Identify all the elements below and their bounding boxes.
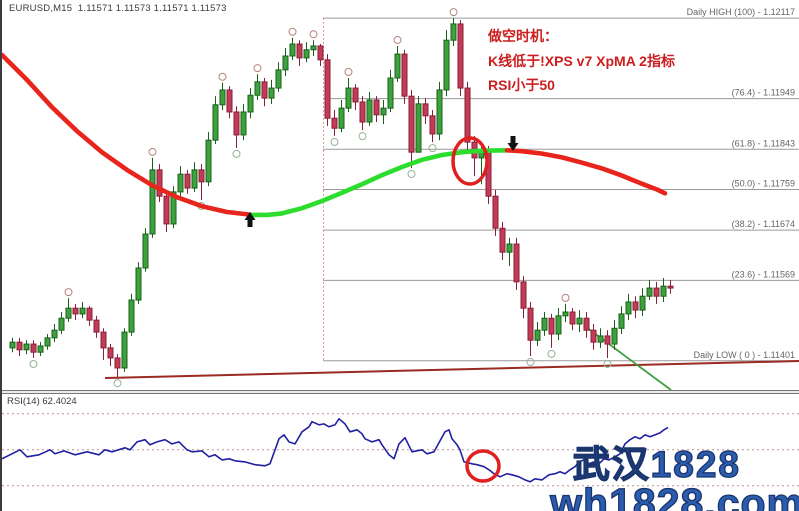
watermark-site-url: wh1828.com bbox=[550, 479, 799, 511]
signal-arrow-down bbox=[507, 136, 519, 151]
candles bbox=[9, 18, 674, 378]
highlight-circle-rsi bbox=[465, 449, 501, 483]
price-chart-panel[interactable]: Daily HIGH (100) - 1.12117 (76.4) - 1.119… bbox=[2, 0, 799, 390]
fib-level-label: (23.6) - 1.11569 bbox=[732, 269, 795, 279]
xpma-curve-segment-0 bbox=[2, 52, 255, 218]
watermark: 武汉1828 wh1828.com bbox=[550, 443, 799, 511]
rsi-chart-canvas[interactable] bbox=[2, 394, 799, 511]
fib-level-label: (76.4) - 1.11949 bbox=[732, 88, 795, 98]
fib-level-label: Daily HIGH (100) - 1.12117 bbox=[687, 7, 795, 17]
fib-levels: Daily HIGH (100) - 1.12117 (76.4) - 1.119… bbox=[323, 7, 799, 362]
short-signal-note-line1: 做空时机： bbox=[488, 28, 558, 44]
watermark-site-name: 武汉1828 bbox=[572, 443, 741, 485]
xpma-curve-segment-2 bbox=[504, 148, 668, 196]
fib-level-label: (50.0) - 1.11759 bbox=[732, 178, 795, 188]
highlight-circle-price bbox=[451, 136, 489, 186]
fib-level-label: Daily LOW ( 0 ) - 1.11401 bbox=[694, 350, 795, 360]
fib-level-label: (61.8) - 1.11843 bbox=[732, 138, 795, 148]
short-signal-note-line3: RSI小于50 bbox=[488, 77, 555, 93]
fib-level-label: (38.2) - 1.11674 bbox=[732, 219, 795, 229]
short-signal-note: 做空时机： K线低于!XPS v7 XpMA 2指标 RSI小于50 bbox=[488, 24, 675, 98]
short-signal-note-line2: K线低于!XPS v7 XpMA 2指标 bbox=[488, 52, 675, 69]
xpma-curve-segment-1 bbox=[249, 148, 510, 218]
trendline-0[interactable] bbox=[104, 360, 799, 379]
rsi-indicator-label: RSI(14) 62.4024 bbox=[7, 396, 77, 407]
price-chart-canvas[interactable]: Daily HIGH (100) - 1.12117 (76.4) - 1.119… bbox=[2, 0, 799, 390]
rsi-panel[interactable]: RSI(14) 62.4024 bbox=[2, 394, 799, 511]
panel-divider[interactable] bbox=[2, 390, 799, 394]
rsi-line bbox=[2, 417, 669, 483]
signal-arrow-up bbox=[244, 212, 256, 227]
chart-symbol-ohlc: EURUSD,M15 1.11571 1.11573 1.11571 1.115… bbox=[9, 3, 227, 14]
